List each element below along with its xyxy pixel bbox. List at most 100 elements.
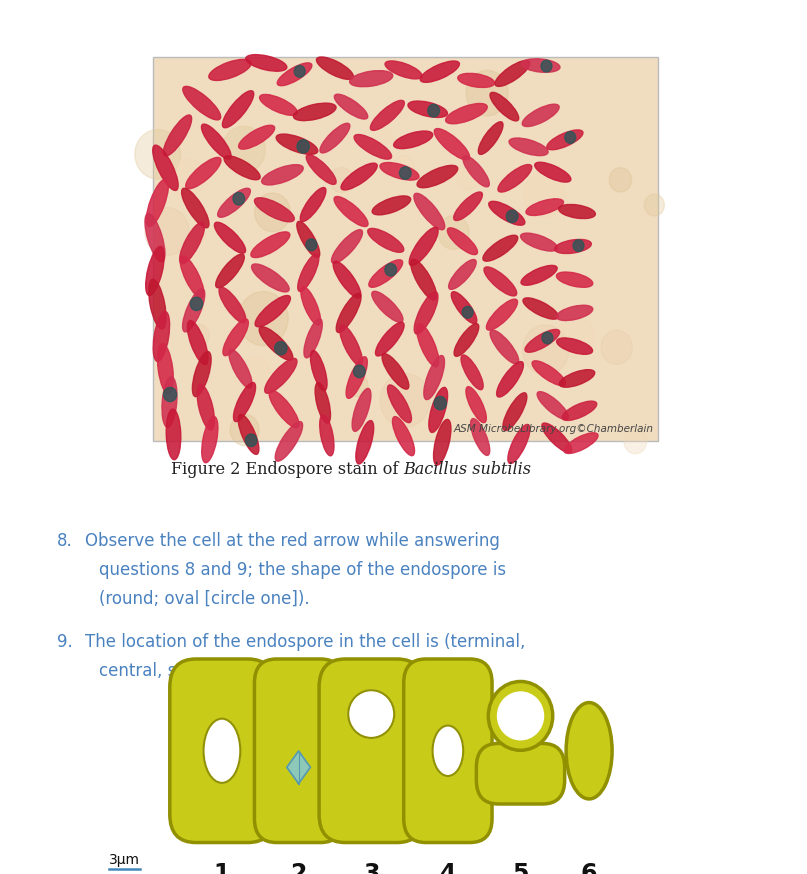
Ellipse shape [385, 61, 422, 79]
Text: 9.: 9. [56, 633, 73, 651]
Text: central, subterminal [circle one]): central, subterminal [circle one]) [99, 662, 372, 680]
Ellipse shape [332, 230, 362, 263]
Ellipse shape [490, 330, 519, 364]
Ellipse shape [166, 409, 181, 460]
Ellipse shape [562, 401, 597, 420]
Ellipse shape [349, 71, 393, 87]
Ellipse shape [163, 115, 192, 156]
Ellipse shape [202, 417, 218, 462]
Ellipse shape [180, 222, 204, 264]
Ellipse shape [559, 370, 595, 387]
Ellipse shape [451, 292, 477, 323]
Circle shape [189, 324, 209, 346]
Ellipse shape [146, 246, 164, 295]
Ellipse shape [153, 311, 169, 362]
Circle shape [380, 373, 430, 427]
Ellipse shape [145, 213, 165, 262]
Ellipse shape [261, 164, 303, 185]
Ellipse shape [354, 135, 391, 159]
Ellipse shape [542, 332, 553, 343]
Ellipse shape [526, 198, 563, 216]
Circle shape [222, 126, 266, 173]
Ellipse shape [182, 288, 205, 332]
Ellipse shape [409, 227, 438, 266]
Ellipse shape [269, 391, 299, 427]
Ellipse shape [411, 260, 437, 300]
Ellipse shape [554, 239, 592, 253]
Ellipse shape [429, 387, 448, 433]
Ellipse shape [573, 239, 584, 252]
Ellipse shape [341, 163, 377, 190]
Ellipse shape [487, 299, 517, 330]
Circle shape [438, 216, 469, 249]
Ellipse shape [353, 365, 365, 378]
Circle shape [255, 193, 291, 232]
Ellipse shape [537, 392, 568, 420]
Text: m: m [115, 871, 129, 874]
Ellipse shape [454, 323, 479, 357]
Ellipse shape [276, 134, 318, 155]
Ellipse shape [315, 383, 331, 423]
Ellipse shape [567, 703, 613, 799]
Circle shape [601, 330, 633, 364]
Ellipse shape [157, 343, 174, 394]
Ellipse shape [521, 266, 557, 285]
Ellipse shape [223, 319, 249, 356]
Ellipse shape [295, 66, 305, 77]
Ellipse shape [424, 356, 445, 399]
Ellipse shape [356, 420, 374, 464]
Circle shape [240, 357, 270, 391]
Ellipse shape [522, 104, 559, 127]
Ellipse shape [275, 421, 303, 461]
Ellipse shape [246, 54, 286, 72]
Circle shape [230, 414, 259, 446]
Ellipse shape [297, 140, 309, 153]
Ellipse shape [238, 414, 259, 454]
Ellipse shape [300, 188, 326, 221]
Ellipse shape [458, 73, 495, 87]
Ellipse shape [182, 87, 221, 120]
Ellipse shape [368, 228, 404, 253]
Ellipse shape [265, 358, 297, 393]
Ellipse shape [449, 260, 476, 289]
Ellipse shape [274, 342, 287, 355]
Ellipse shape [224, 156, 260, 180]
Ellipse shape [349, 690, 395, 738]
Ellipse shape [320, 123, 350, 153]
Circle shape [624, 429, 646, 454]
Ellipse shape [428, 104, 440, 117]
Ellipse shape [148, 280, 166, 329]
Ellipse shape [192, 351, 211, 397]
Ellipse shape [180, 256, 204, 298]
Circle shape [330, 167, 353, 192]
Ellipse shape [337, 294, 361, 332]
Text: The location of the endospore in the cell is (terminal,: The location of the endospore in the cel… [85, 633, 525, 651]
Circle shape [144, 208, 189, 255]
Ellipse shape [334, 94, 368, 119]
Text: (round; oval [circle one]).: (round; oval [circle one]). [99, 590, 310, 608]
Ellipse shape [239, 125, 274, 149]
Ellipse shape [294, 103, 336, 121]
Ellipse shape [382, 354, 409, 389]
Circle shape [644, 194, 664, 216]
FancyBboxPatch shape [319, 659, 424, 843]
Ellipse shape [394, 131, 433, 149]
Circle shape [456, 163, 480, 190]
Circle shape [135, 129, 181, 179]
Ellipse shape [372, 196, 411, 215]
Ellipse shape [162, 377, 177, 427]
Ellipse shape [541, 423, 572, 453]
Ellipse shape [202, 124, 231, 159]
Ellipse shape [375, 323, 404, 356]
Ellipse shape [209, 59, 251, 80]
Ellipse shape [387, 385, 412, 423]
Ellipse shape [532, 361, 566, 385]
Ellipse shape [506, 210, 518, 223]
Text: 3μm: 3μm [109, 853, 140, 867]
Ellipse shape [547, 130, 583, 149]
Ellipse shape [434, 128, 470, 160]
Ellipse shape [301, 287, 320, 325]
FancyBboxPatch shape [476, 744, 565, 804]
Ellipse shape [298, 254, 319, 291]
Ellipse shape [463, 156, 489, 187]
